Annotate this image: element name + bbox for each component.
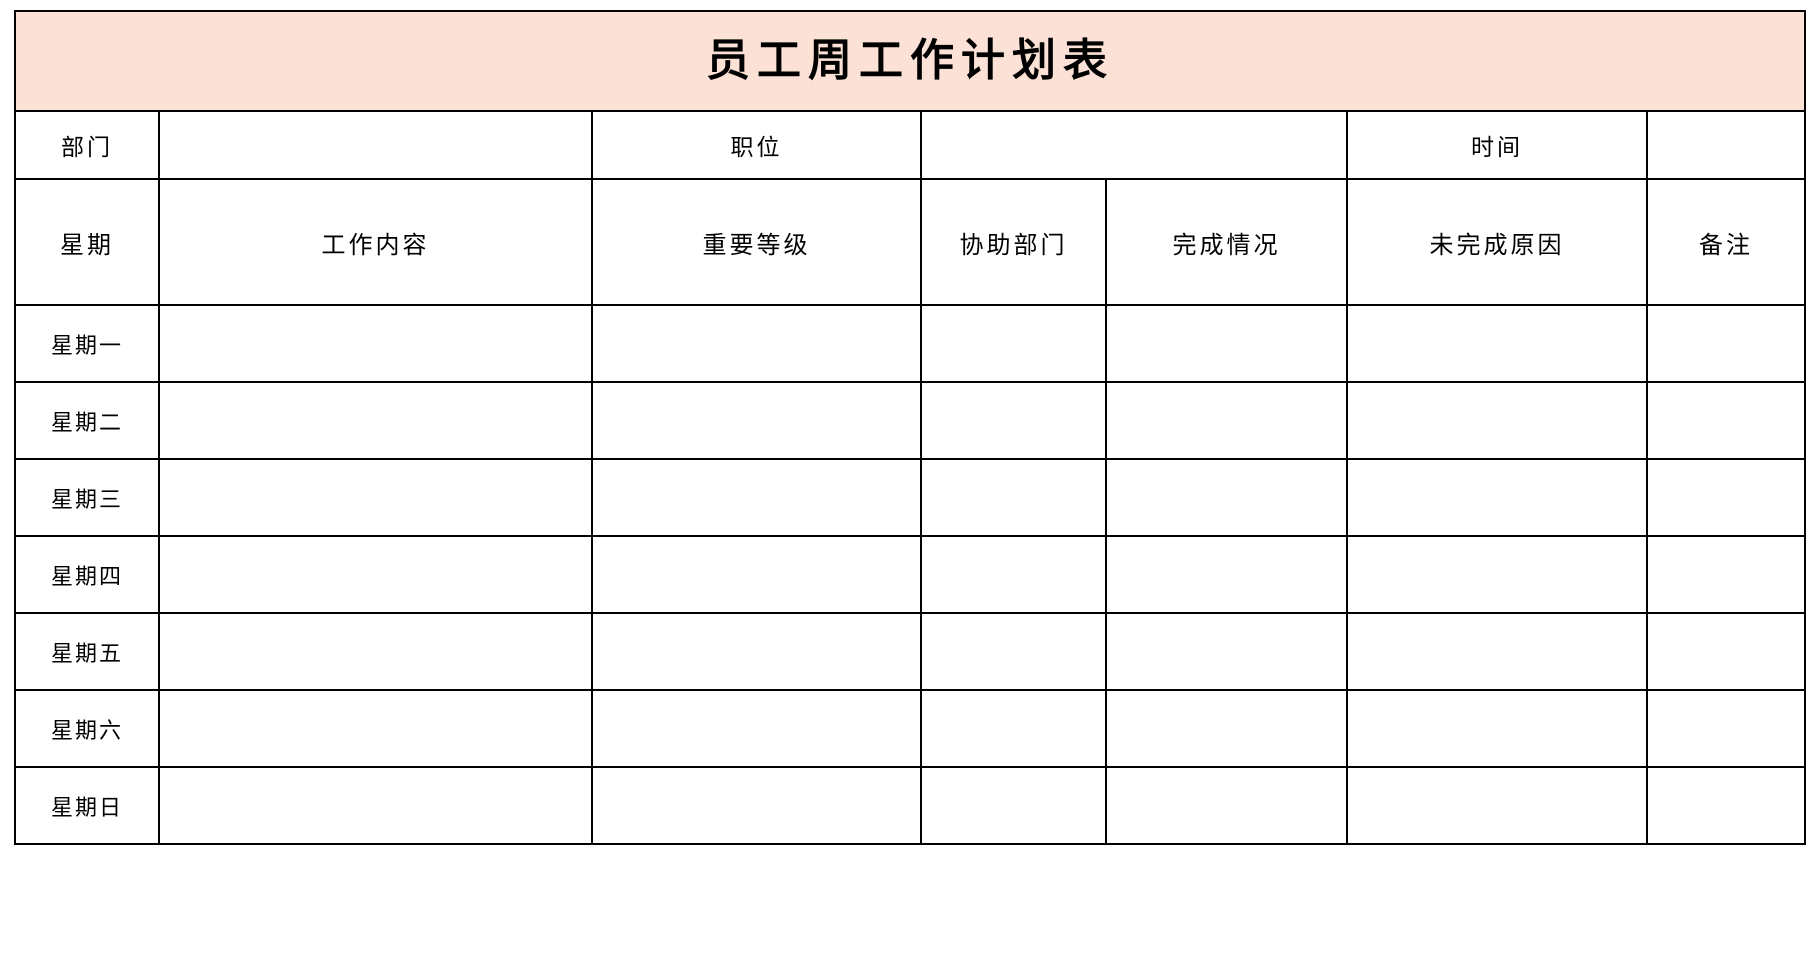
- cell-work-content[interactable]: [158, 689, 593, 768]
- column-header-work-content: 工作内容: [158, 178, 593, 306]
- cell-assist-dept[interactable]: [920, 458, 1107, 537]
- title-row: 员工周工作计划表: [13, 10, 1807, 112]
- cell-remark[interactable]: [1645, 458, 1807, 537]
- cell-completion[interactable]: [1105, 689, 1348, 768]
- table-row: 星期五: [14, 612, 1807, 691]
- cell-completion[interactable]: [1105, 304, 1348, 383]
- column-header-assist-dept: 协助部门: [920, 178, 1107, 306]
- field-position-value[interactable]: [920, 110, 1348, 180]
- info-row: 部门 职位 时间: [14, 110, 1807, 180]
- cell-priority[interactable]: [591, 612, 922, 691]
- cell-priority[interactable]: [591, 535, 922, 614]
- cell-completion[interactable]: [1105, 535, 1348, 614]
- cell-remark[interactable]: [1645, 766, 1807, 845]
- field-department-value[interactable]: [158, 110, 593, 180]
- cell-completion[interactable]: [1105, 458, 1348, 537]
- cell-weekday: 星期六: [14, 689, 160, 768]
- table-row: 星期六: [14, 689, 1807, 768]
- cell-weekday: 星期一: [14, 304, 160, 383]
- cell-remark[interactable]: [1645, 381, 1807, 460]
- cell-reason[interactable]: [1346, 612, 1648, 691]
- cell-work-content[interactable]: [158, 612, 593, 691]
- cell-remark[interactable]: [1645, 304, 1807, 383]
- cell-assist-dept[interactable]: [920, 689, 1107, 768]
- cell-priority[interactable]: [591, 689, 922, 768]
- cell-completion[interactable]: [1105, 766, 1348, 845]
- cell-work-content[interactable]: [158, 535, 593, 614]
- cell-weekday: 星期五: [14, 612, 160, 691]
- table-row: 星期日: [14, 766, 1807, 845]
- label-position: 职位: [591, 110, 922, 180]
- column-header-row: 星期 工作内容 重要等级 协助部门 完成情况 未完成原因 备注: [14, 178, 1807, 306]
- cell-assist-dept[interactable]: [920, 304, 1107, 383]
- cell-completion[interactable]: [1105, 381, 1348, 460]
- cell-weekday: 星期四: [14, 535, 160, 614]
- cell-reason[interactable]: [1346, 458, 1648, 537]
- column-header-weekday: 星期: [14, 178, 160, 306]
- cell-remark[interactable]: [1645, 612, 1807, 691]
- cell-work-content[interactable]: [158, 458, 593, 537]
- cell-reason[interactable]: [1346, 381, 1648, 460]
- page-title: 员工周工作计划表: [13, 10, 1807, 112]
- cell-assist-dept[interactable]: [920, 612, 1107, 691]
- column-header-priority: 重要等级: [591, 178, 922, 306]
- label-department: 部门: [14, 110, 160, 180]
- column-header-remark: 备注: [1645, 178, 1807, 306]
- cell-work-content[interactable]: [158, 381, 593, 460]
- cell-assist-dept[interactable]: [920, 535, 1107, 614]
- label-time: 时间: [1346, 110, 1648, 180]
- table-row: 星期四: [14, 535, 1807, 614]
- cell-assist-dept[interactable]: [920, 766, 1107, 845]
- cell-priority[interactable]: [591, 381, 922, 460]
- cell-reason[interactable]: [1346, 304, 1648, 383]
- cell-work-content[interactable]: [158, 766, 593, 845]
- column-header-reason: 未完成原因: [1346, 178, 1648, 306]
- cell-reason[interactable]: [1346, 689, 1648, 768]
- cell-priority[interactable]: [591, 766, 922, 845]
- cell-weekday: 星期日: [14, 766, 160, 845]
- weekly-work-plan-table: 员工周工作计划表 部门 职位 时间 星期 工作内容 重要等级 协助部门 完成情况…: [13, 10, 1807, 845]
- cell-remark[interactable]: [1645, 535, 1807, 614]
- cell-reason[interactable]: [1346, 766, 1648, 845]
- cell-completion[interactable]: [1105, 612, 1348, 691]
- cell-work-content[interactable]: [158, 304, 593, 383]
- cell-remark[interactable]: [1645, 689, 1807, 768]
- column-header-completion: 完成情况: [1105, 178, 1348, 306]
- cell-priority[interactable]: [591, 458, 922, 537]
- cell-weekday: 星期二: [14, 381, 160, 460]
- cell-reason[interactable]: [1346, 535, 1648, 614]
- cell-priority[interactable]: [591, 304, 922, 383]
- cell-assist-dept[interactable]: [920, 381, 1107, 460]
- table-row: 星期三: [14, 458, 1807, 537]
- cell-weekday: 星期三: [14, 458, 160, 537]
- field-time-value[interactable]: [1645, 110, 1807, 180]
- table-row: 星期一: [14, 304, 1807, 383]
- table-row: 星期二: [14, 381, 1807, 460]
